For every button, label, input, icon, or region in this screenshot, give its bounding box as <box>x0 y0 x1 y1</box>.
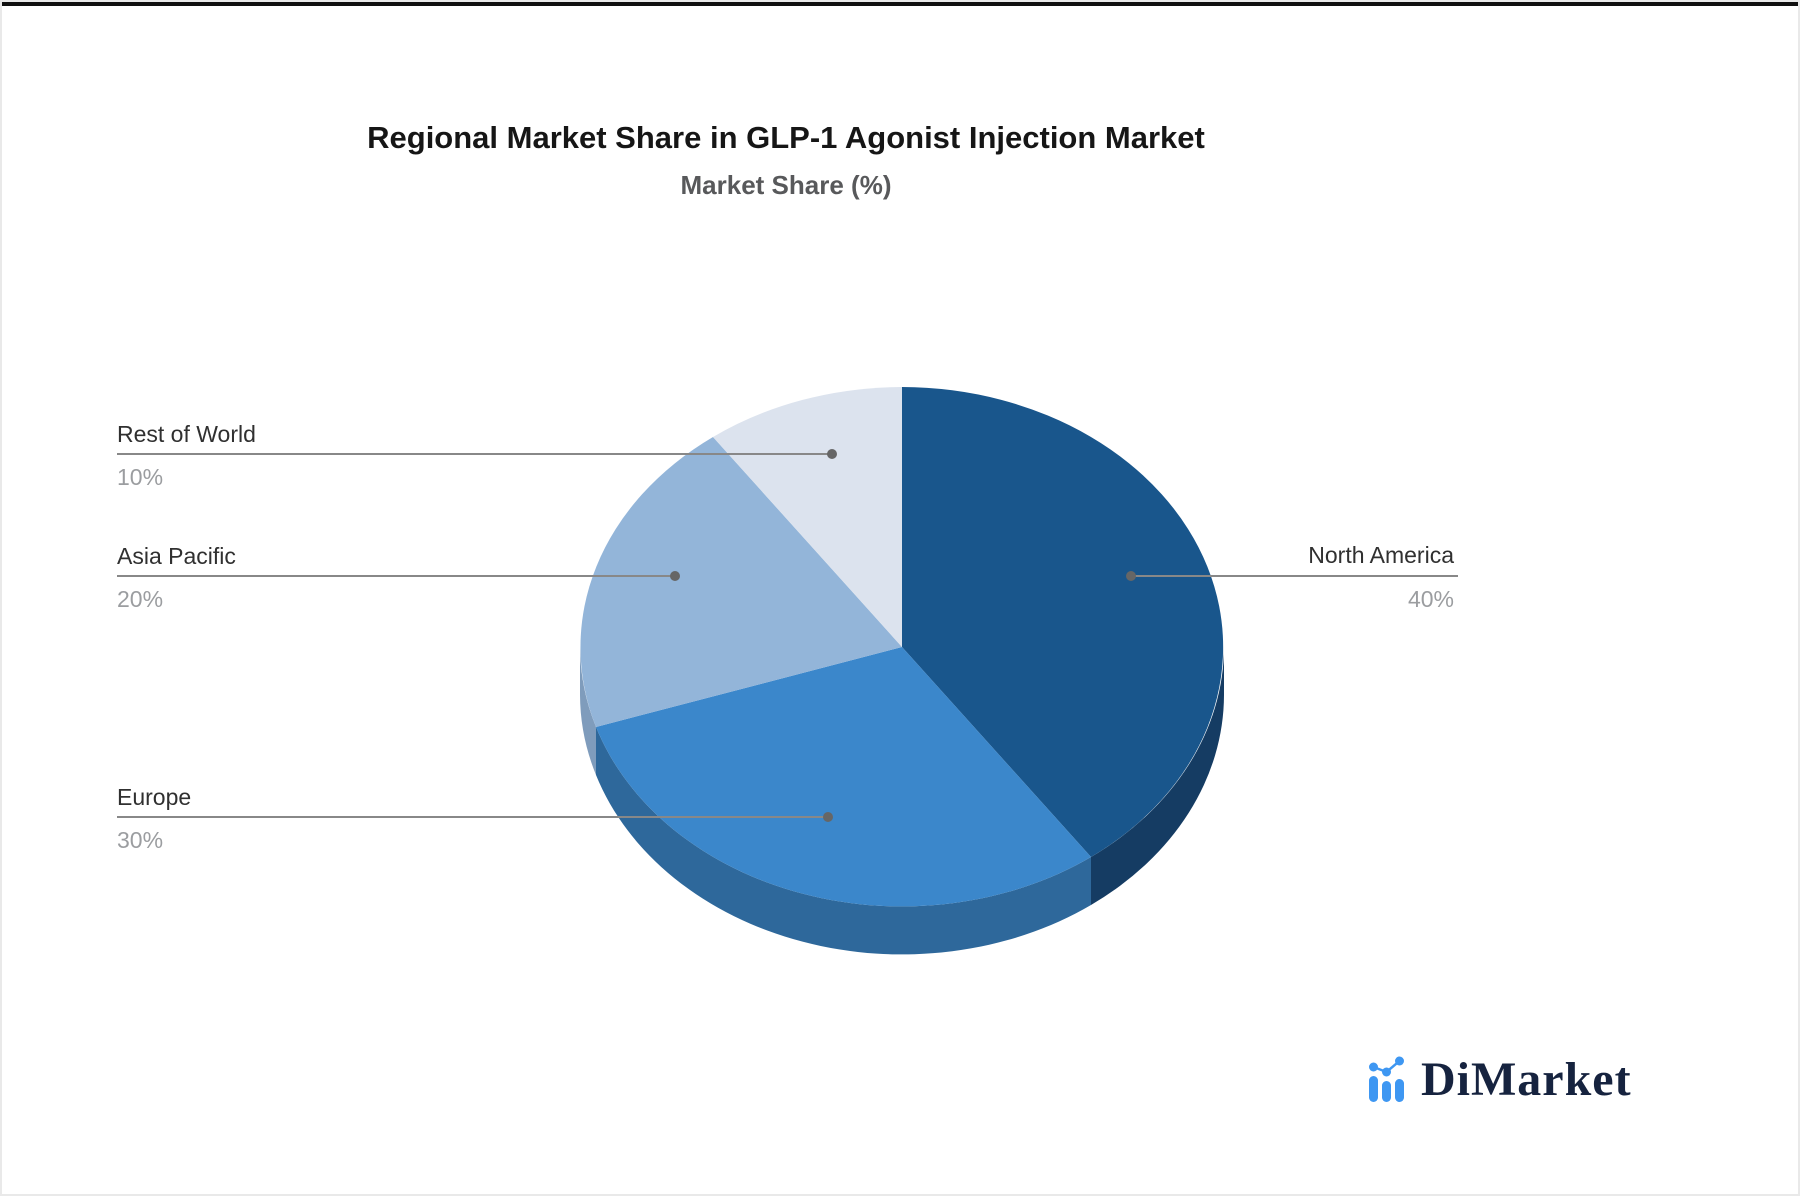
logo-text: DiMarket <box>1421 1053 1632 1106</box>
value-asia-pacific: 20% <box>117 586 164 612</box>
chart-subtitle: Market Share (%) <box>680 170 892 200</box>
pie-slice-europe[interactable] <box>596 647 1091 907</box>
connector-dot-north-america <box>1126 571 1136 581</box>
value-rest-of-world: 10% <box>117 464 164 490</box>
pie-slice-side-asia-pacific <box>580 647 596 775</box>
value-europe: 30% <box>117 827 164 853</box>
value-north-america: 40% <box>1407 586 1454 612</box>
pie-slice-rest-of-world[interactable] <box>713 387 902 647</box>
connector-dot-rest-of-world <box>827 449 837 459</box>
pie-slice-side-europe <box>596 727 1091 955</box>
connector-dot-asia-pacific <box>670 571 680 581</box>
label-rest-of-world: Rest of World <box>117 421 256 447</box>
connector-dot-europe <box>823 812 833 822</box>
chart-title: Regional Market Share in GLP-1 Agonist I… <box>367 120 1205 155</box>
pie-slice-north-america[interactable] <box>902 387 1224 857</box>
label-north-america: North America <box>1308 542 1454 568</box>
pie-slice-side-north-america <box>1091 647 1224 905</box>
pie-slice-asia-pacific[interactable] <box>580 437 902 727</box>
bar-line-chart-icon <box>1369 1056 1404 1102</box>
dimarket-logo: DiMarket <box>1367 1042 1632 1106</box>
label-asia-pacific: Asia Pacific <box>117 543 236 569</box>
label-europe: Europe <box>117 784 192 810</box>
top-border <box>2 2 1798 6</box>
